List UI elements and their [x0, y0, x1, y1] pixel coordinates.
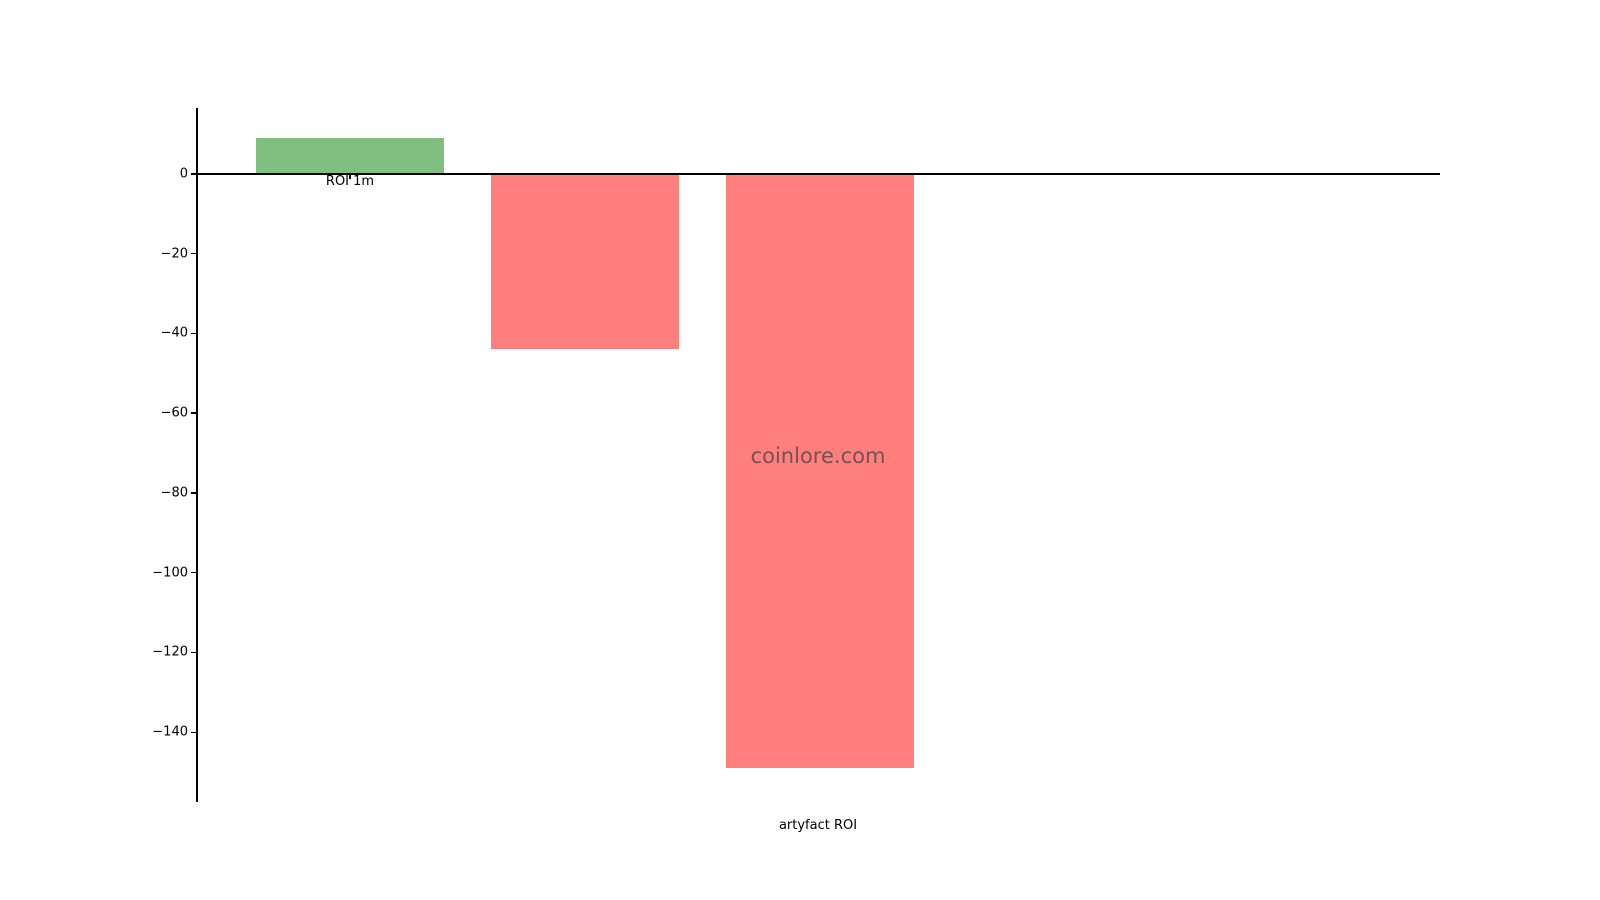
y-tick-mark [191, 492, 196, 494]
x-axis-title: artyfact ROI [778, 818, 858, 833]
y-tick-label: −80 [160, 485, 188, 501]
y-tick-mark [191, 332, 196, 335]
y-tick-label: −20 [160, 246, 188, 262]
y-tick-mark [191, 173, 196, 175]
y-tick-label: −40 [160, 325, 188, 341]
bar-roi-1m [256, 137, 444, 174]
y-tick-mark [191, 651, 196, 654]
zero-baseline [196, 173, 1440, 175]
y-tick-label: −60 [160, 405, 188, 421]
y-tick-mark [191, 412, 196, 414]
y-tick-mark [191, 571, 196, 574]
bar-series-2 [726, 173, 914, 769]
y-tick-mark [191, 731, 196, 733]
y-tick-mark [191, 252, 196, 255]
y-tick-label: −140 [152, 724, 188, 740]
y-tick-label: −100 [152, 565, 188, 581]
y-axis-spine [196, 108, 198, 802]
x-tick-mark [349, 173, 351, 179]
x-tick-label: ROI 1m [325, 173, 375, 189]
bar-series-1 [491, 173, 679, 350]
y-tick-label: −120 [152, 644, 188, 660]
y-tick-label: 0 [179, 166, 188, 182]
watermark-text: coinlore.com [750, 444, 886, 468]
